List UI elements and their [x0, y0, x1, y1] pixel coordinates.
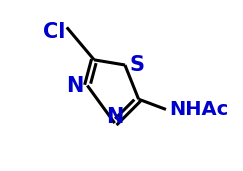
- Text: N: N: [106, 107, 123, 127]
- Text: S: S: [129, 55, 144, 75]
- Text: N: N: [66, 76, 83, 95]
- Text: NHAc: NHAc: [169, 100, 229, 119]
- Text: Cl: Cl: [43, 22, 65, 42]
